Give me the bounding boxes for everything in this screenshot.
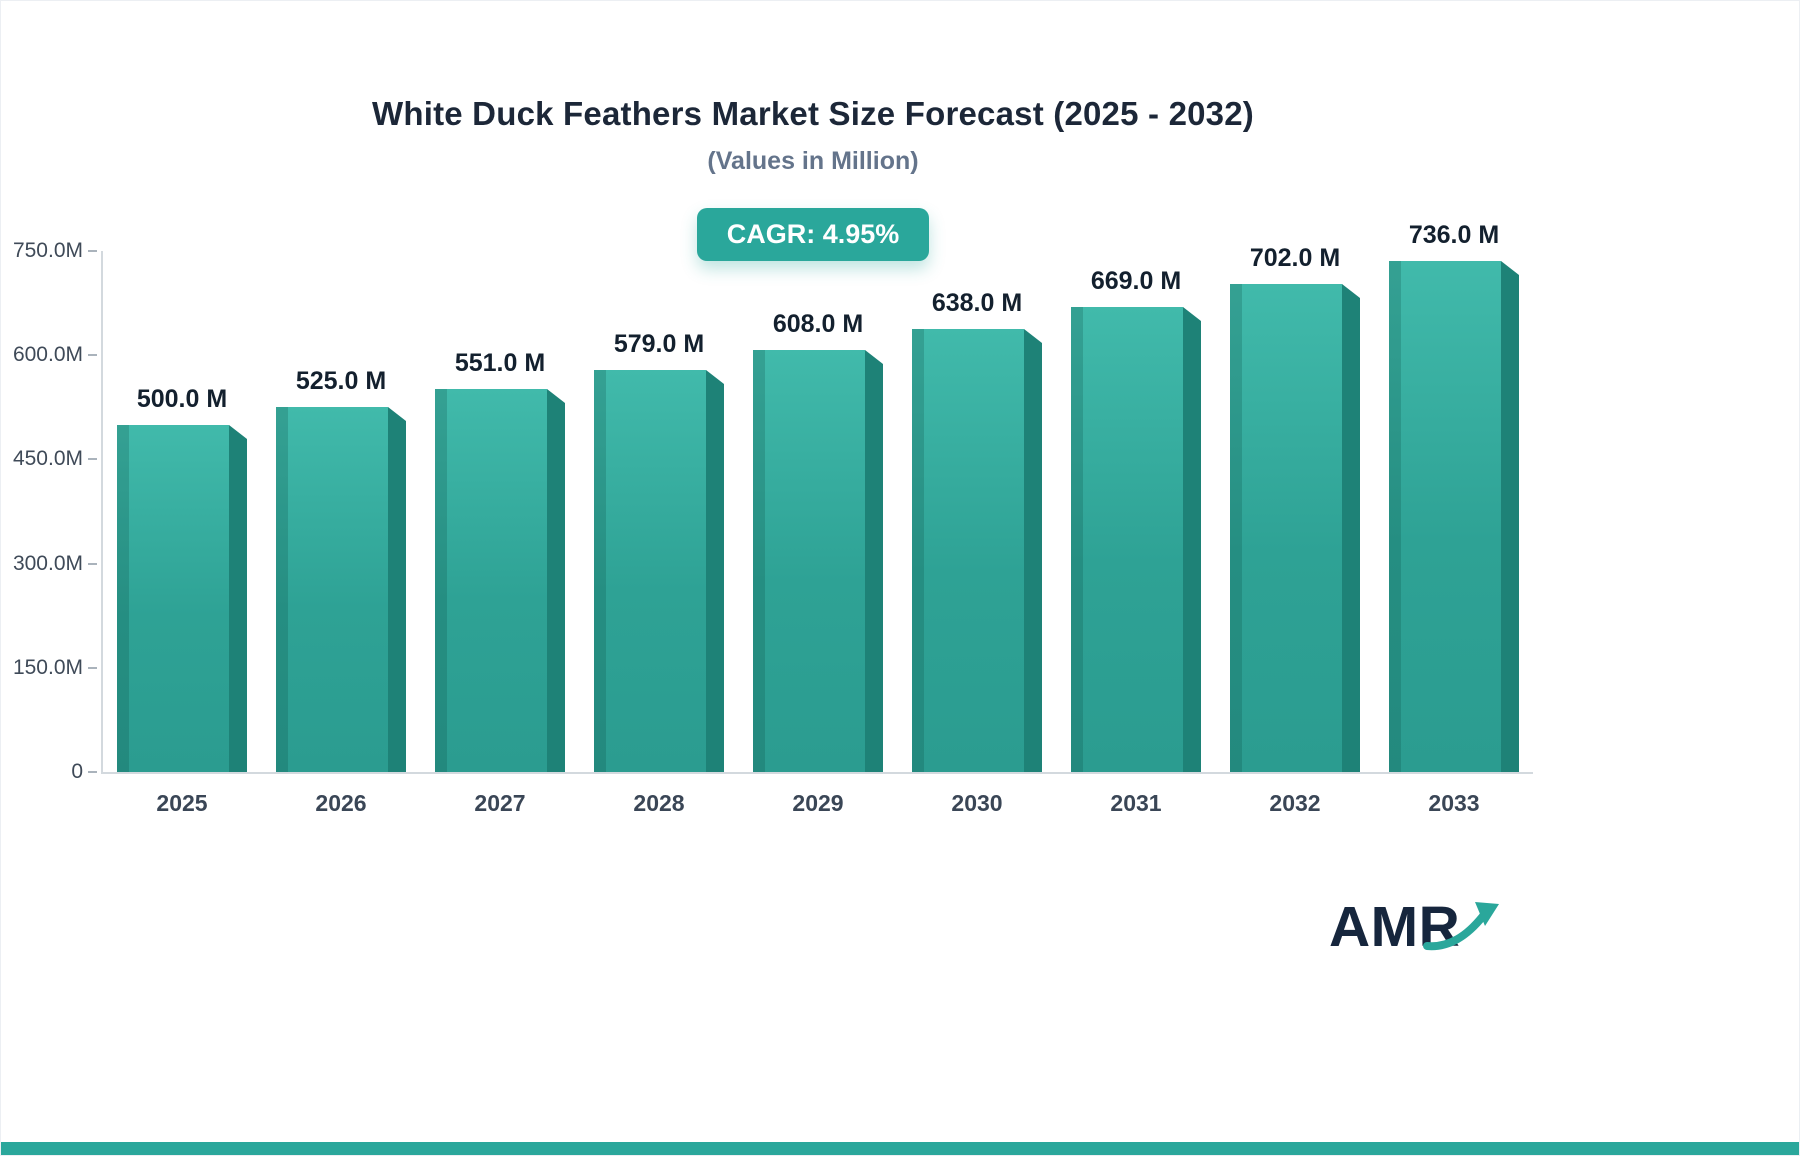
bar-left-shade xyxy=(1071,307,1083,772)
bar-side-shade xyxy=(1183,307,1201,772)
bar-value-label: 579.0 M xyxy=(613,330,705,358)
bar-value-label: 551.0 M xyxy=(454,349,546,377)
bar-face xyxy=(435,389,547,772)
x-axis-label: 2028 xyxy=(633,790,685,816)
bar-side-shade xyxy=(1501,261,1519,772)
bar-value-label: 608.0 M xyxy=(772,310,864,338)
x-axis-label: 2033 xyxy=(1428,790,1480,816)
bar-face xyxy=(117,425,229,772)
bar-value-label: 702.0 M xyxy=(1249,244,1341,272)
bar-side-shade xyxy=(388,407,406,772)
chart-area: 500.0 M 2025 525.0 M 2026 551.0 M 2027 579.0 M… xyxy=(1,221,1799,871)
y-tick-label: 0 xyxy=(71,760,83,783)
bar-face xyxy=(1230,284,1342,772)
x-axis-label: 2030 xyxy=(951,790,1003,816)
bar-left-shade xyxy=(276,407,288,772)
bar-face xyxy=(1389,261,1501,772)
bar-value-label: 669.0 M xyxy=(1090,267,1182,295)
y-tick-mark xyxy=(88,458,97,461)
x-axis-label: 2032 xyxy=(1269,790,1321,816)
bar-2026 xyxy=(276,407,406,772)
bar-2025 xyxy=(117,425,247,772)
growth-arrow-icon xyxy=(1423,902,1499,951)
bar-side-shade xyxy=(1342,284,1360,772)
y-tick-mark xyxy=(88,771,97,773)
bar-2027 xyxy=(435,389,565,772)
bar-face xyxy=(753,350,865,772)
bar-left-shade xyxy=(753,350,765,772)
bar-left-shade xyxy=(117,425,129,772)
bar-side-shade xyxy=(229,425,247,772)
x-axis-label: 2031 xyxy=(1110,790,1162,816)
bar-2030 xyxy=(912,329,1042,772)
bar-2028 xyxy=(594,370,724,772)
bar-left-shade xyxy=(1230,284,1242,772)
bar-left-shade xyxy=(594,370,606,772)
y-tick-label: 600.0M xyxy=(12,343,83,367)
x-axis-label: 2027 xyxy=(474,790,526,816)
bar-2032 xyxy=(1230,284,1360,772)
bar-side-shade xyxy=(547,389,565,772)
y-tick-label: 150.0M xyxy=(12,655,83,679)
bar-value-label: 500.0 M xyxy=(136,385,228,413)
bar-left-shade xyxy=(1389,261,1401,772)
y-tick-mark xyxy=(88,562,97,565)
bar-face xyxy=(1071,307,1183,772)
bar-value-label: 736.0 M xyxy=(1408,221,1500,249)
x-axis-label: 2025 xyxy=(156,790,208,816)
bar-side-shade xyxy=(1024,329,1042,772)
chart-subtitle: (Values in Million) xyxy=(707,147,919,175)
bar-value-label: 638.0 M xyxy=(931,289,1023,317)
y-tick-mark xyxy=(88,354,97,357)
bar-2031 xyxy=(1071,307,1201,772)
chart-title: White Duck Feathers Market Size Forecast… xyxy=(372,95,1254,132)
bar-2033 xyxy=(1389,261,1519,772)
bar-left-shade xyxy=(435,389,447,772)
bar-face xyxy=(594,370,706,772)
bar-face xyxy=(912,329,1024,772)
bar-face xyxy=(276,407,388,772)
bar-left-shade xyxy=(912,329,924,772)
y-tick-label: 750.0M xyxy=(12,239,83,262)
chart-header: White Duck Feathers Market Size Forecast… xyxy=(7,95,1619,261)
bar-value-label: 525.0 M xyxy=(295,367,387,395)
x-axis-label: 2026 xyxy=(315,790,367,816)
y-tick-label: 300.0M xyxy=(12,551,83,575)
bar-side-shade xyxy=(706,370,724,772)
bar-side-shade xyxy=(865,350,883,772)
amr-logo: AMR xyxy=(1329,894,1509,964)
cagr-badge: CAGR: 4.95% xyxy=(696,208,930,261)
bottom-accent-bar xyxy=(1,1142,1799,1155)
y-tick-mark xyxy=(88,250,97,252)
x-axis-label: 2029 xyxy=(792,790,844,816)
y-tick-label: 450.0M xyxy=(12,447,83,471)
y-tick-mark xyxy=(88,666,97,669)
bar-2029 xyxy=(753,350,883,772)
plot-area: 500.0 M 2025 525.0 M 2026 551.0 M 2027 579.0 M… xyxy=(101,221,1533,816)
